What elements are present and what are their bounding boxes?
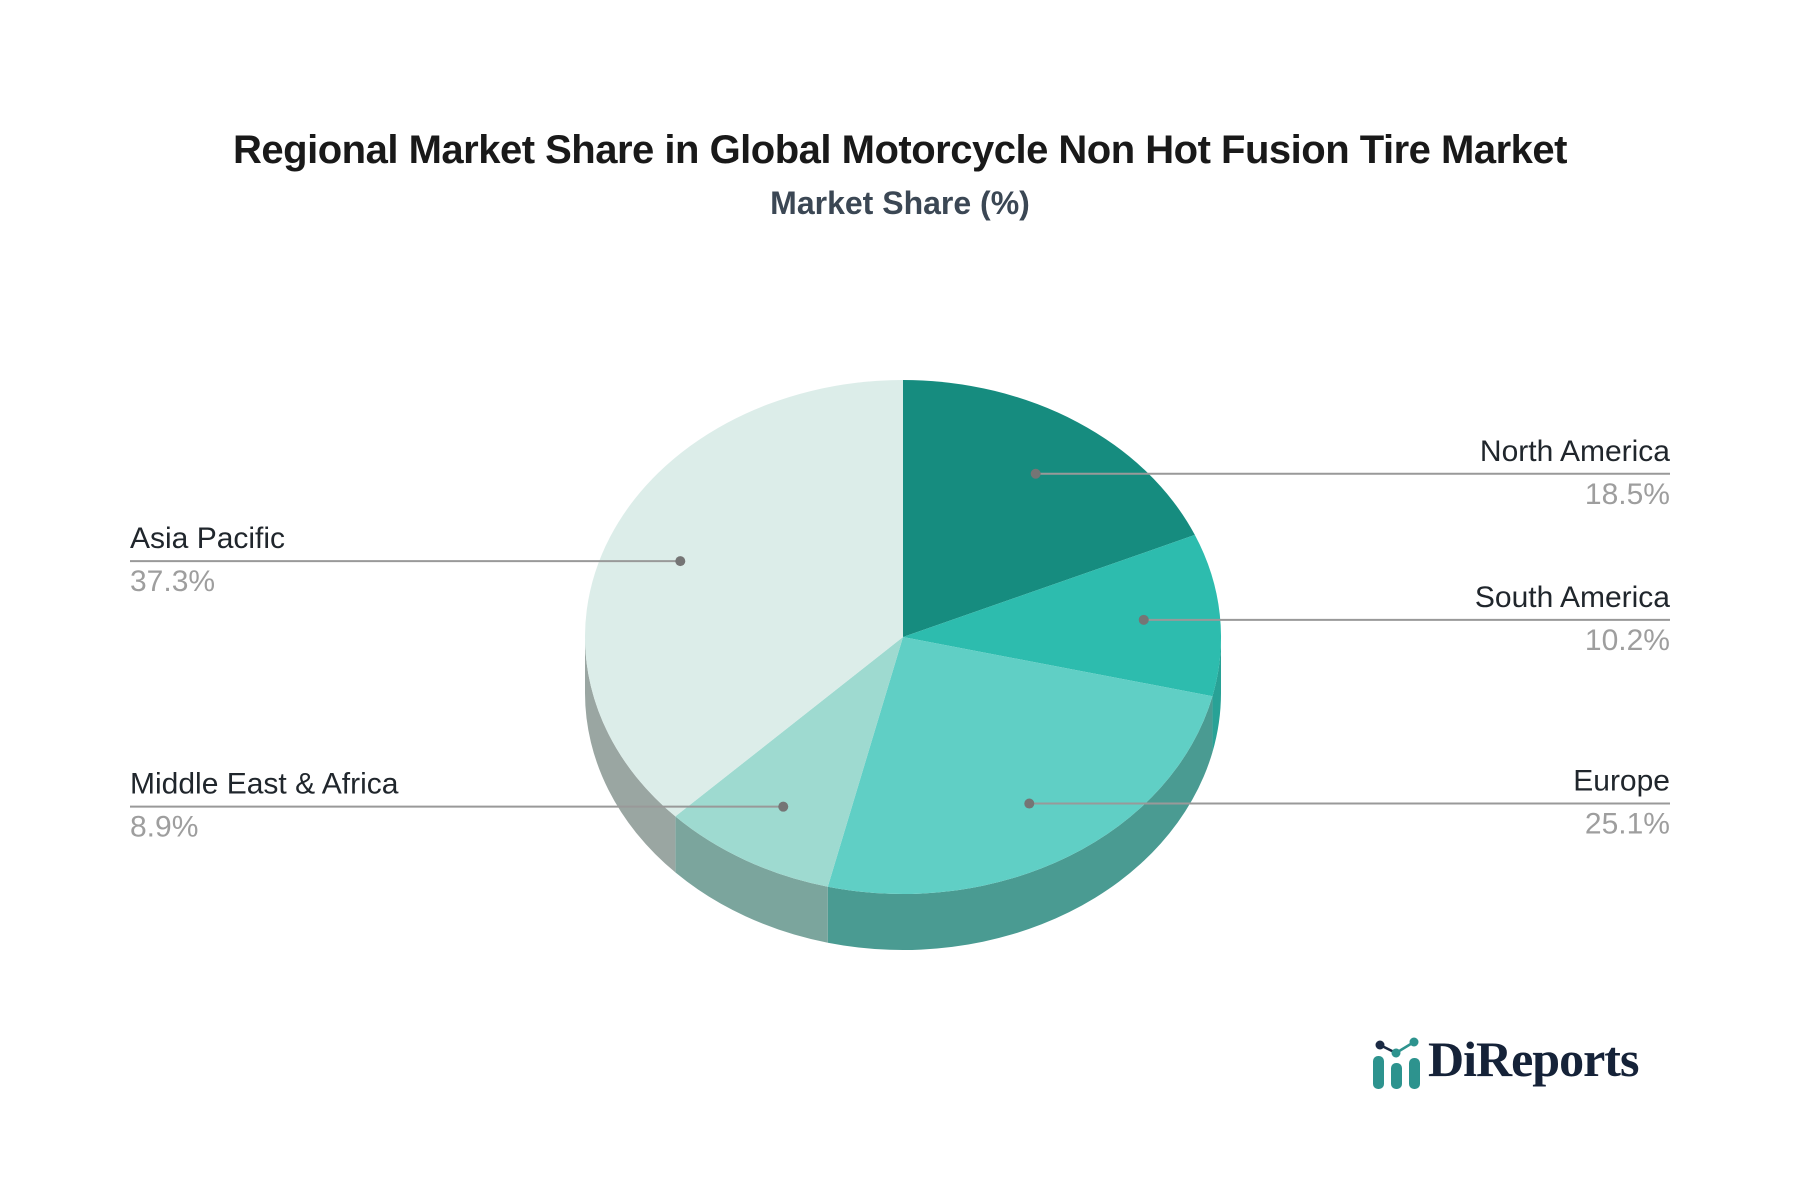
slice-label-asia-pacific: Asia Pacific (130, 522, 285, 555)
chart-subtitle: Market Share (%) (770, 185, 1030, 221)
leader-dot-north-america (1030, 468, 1041, 479)
chart-title: Regional Market Share in Global Motorcyc… (233, 128, 1567, 172)
pie-slice-europe[interactable] (827, 637, 1213, 894)
slice-label-north-america: North America (1480, 435, 1670, 468)
slice-value-north-america: 18.5% (1585, 478, 1670, 511)
slice-label-middle-east-africa: Middle East & Africa (130, 768, 399, 801)
pie-slices (585, 380, 1221, 894)
slice-label-europe: Europe (1573, 765, 1670, 798)
pie-3d-walls (585, 637, 1221, 950)
pie-slice-north-america[interactable] (903, 380, 1195, 637)
direports-logo-text: DiReports (1428, 1031, 1639, 1087)
pie-slice-south-america[interactable] (903, 534, 1221, 697)
slice-value-middle-east-africa: 8.9% (130, 811, 198, 844)
leader-asia-pacific: Asia Pacific 37.3% (130, 522, 686, 598)
direports-logo: DiReports (1371, 1031, 1639, 1093)
leader-europe: Europe 25.1% (1024, 765, 1670, 841)
pie-slice-middle-east-africa[interactable] (675, 637, 903, 887)
leader-south-america: South America 10.2% (1138, 581, 1670, 657)
pie-slice-asia-pacific[interactable] (585, 380, 903, 817)
pie-wall-middle-east-africa (675, 816, 828, 943)
leader-dot-middle-east-africa (778, 801, 789, 812)
leader-middle-east-africa: Middle East & Africa 8.9% (130, 768, 789, 844)
slice-value-asia-pacific: 37.3% (130, 565, 215, 598)
direports-logo-icon (1373, 1037, 1420, 1089)
leader-north-america: North America 18.5% (1030, 435, 1670, 511)
leader-dot-south-america (1138, 614, 1149, 625)
leader-dot-asia-pacific (675, 556, 686, 567)
slice-value-south-america: 10.2% (1585, 624, 1670, 657)
pie-wall-europe (827, 696, 1213, 950)
pie-wall-south-america (1212, 637, 1221, 753)
slice-value-europe: 25.1% (1585, 808, 1670, 841)
slice-label-south-america: South America (1475, 581, 1670, 614)
pie-wall-asia-pacific (585, 637, 676, 873)
leader-dot-europe (1024, 798, 1035, 809)
